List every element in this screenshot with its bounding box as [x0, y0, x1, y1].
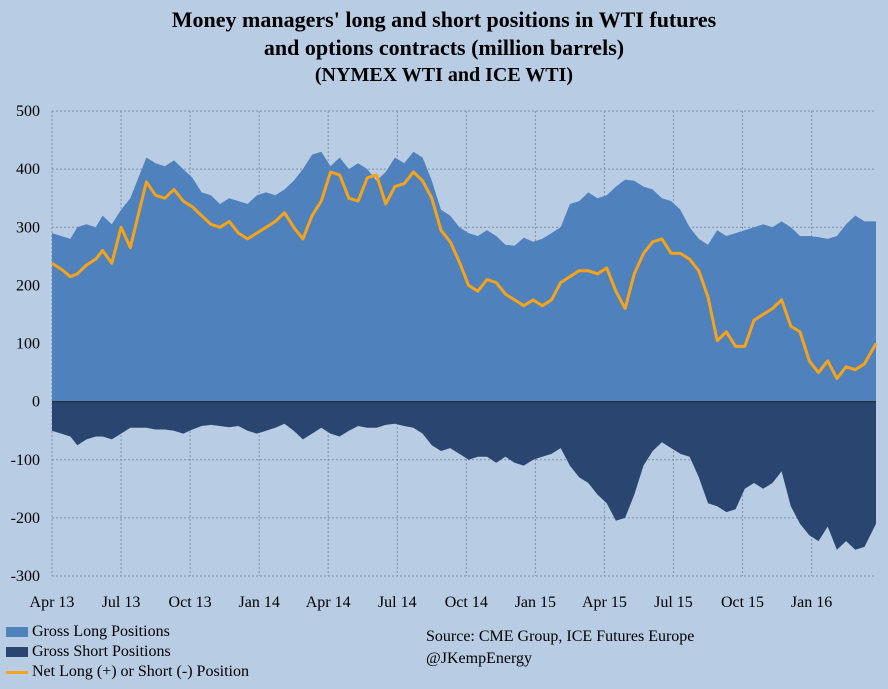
y-tick-label: 0: [32, 394, 40, 411]
legend-item-net: Net Long (+) or Short (-) Position: [6, 662, 249, 682]
legend-swatch-net: [6, 671, 28, 674]
y-tick-label: 500: [16, 103, 40, 120]
x-tick-label: Jan 15: [515, 594, 556, 611]
legend-label-short: Gross Short Positions: [32, 643, 171, 660]
legend-item-short: Gross Short Positions: [6, 642, 249, 662]
x-tick-label: Jan 16: [791, 594, 832, 611]
series-net-position-line: [51, 170, 878, 380]
legend-label-long: Gross Long Positions: [32, 623, 170, 640]
x-tick-label: Oct 13: [169, 594, 212, 611]
author-handle: @JKempEnergy: [426, 650, 532, 667]
legend-swatch-long: [6, 627, 28, 637]
y-tick-label: -200: [11, 510, 40, 527]
y-tick-label: 100: [16, 336, 40, 353]
legend-swatch-short: [6, 647, 28, 657]
x-tick-label: Jul 13: [102, 594, 141, 611]
y-tick-label: -100: [11, 452, 40, 469]
source-note: Source: CME Group, ICE Futures Europe @J…: [426, 626, 694, 670]
source-text: Source: CME Group, ICE Futures Europe: [426, 628, 695, 645]
x-tick-label: Oct 15: [721, 594, 764, 611]
chart-title: Money managers' long and short positions…: [0, 6, 888, 88]
x-tick-label: Apr 15: [582, 594, 627, 611]
x-tick-label: Jan 14: [238, 594, 279, 611]
axis-layer: -300 -200 -100 0 100 200 300 400 500 Apr 13 Jul 13…: [11, 103, 833, 611]
x-tick-label: Jul 15: [654, 594, 693, 611]
series-layer: [51, 151, 878, 550]
y-tick-label: 200: [16, 277, 40, 294]
legend-item-long: Gross Long Positions: [6, 622, 249, 642]
x-tick-label: Apr 14: [306, 594, 351, 611]
x-tick-label: Oct 14: [445, 594, 488, 611]
y-tick-label: -300: [11, 568, 40, 585]
y-tick-label: 400: [16, 161, 40, 178]
legend-label-net: Net Long (+) or Short (-) Position: [32, 663, 249, 680]
x-tick-label: Jul 14: [378, 594, 417, 611]
title-line-2: and options contracts (million barrels): [263, 35, 625, 60]
legend: Gross Long Positions Gross Short Positio…: [6, 622, 249, 682]
chart-subtitle: (NYMEX WTI and ICE WTI): [314, 64, 574, 86]
y-tick-label: 300: [16, 219, 40, 236]
title-line-1: Money managers' long and short positions…: [171, 7, 717, 32]
x-tick-label: Apr 13: [30, 594, 75, 611]
series-gross-short-area: [52, 401, 876, 550]
